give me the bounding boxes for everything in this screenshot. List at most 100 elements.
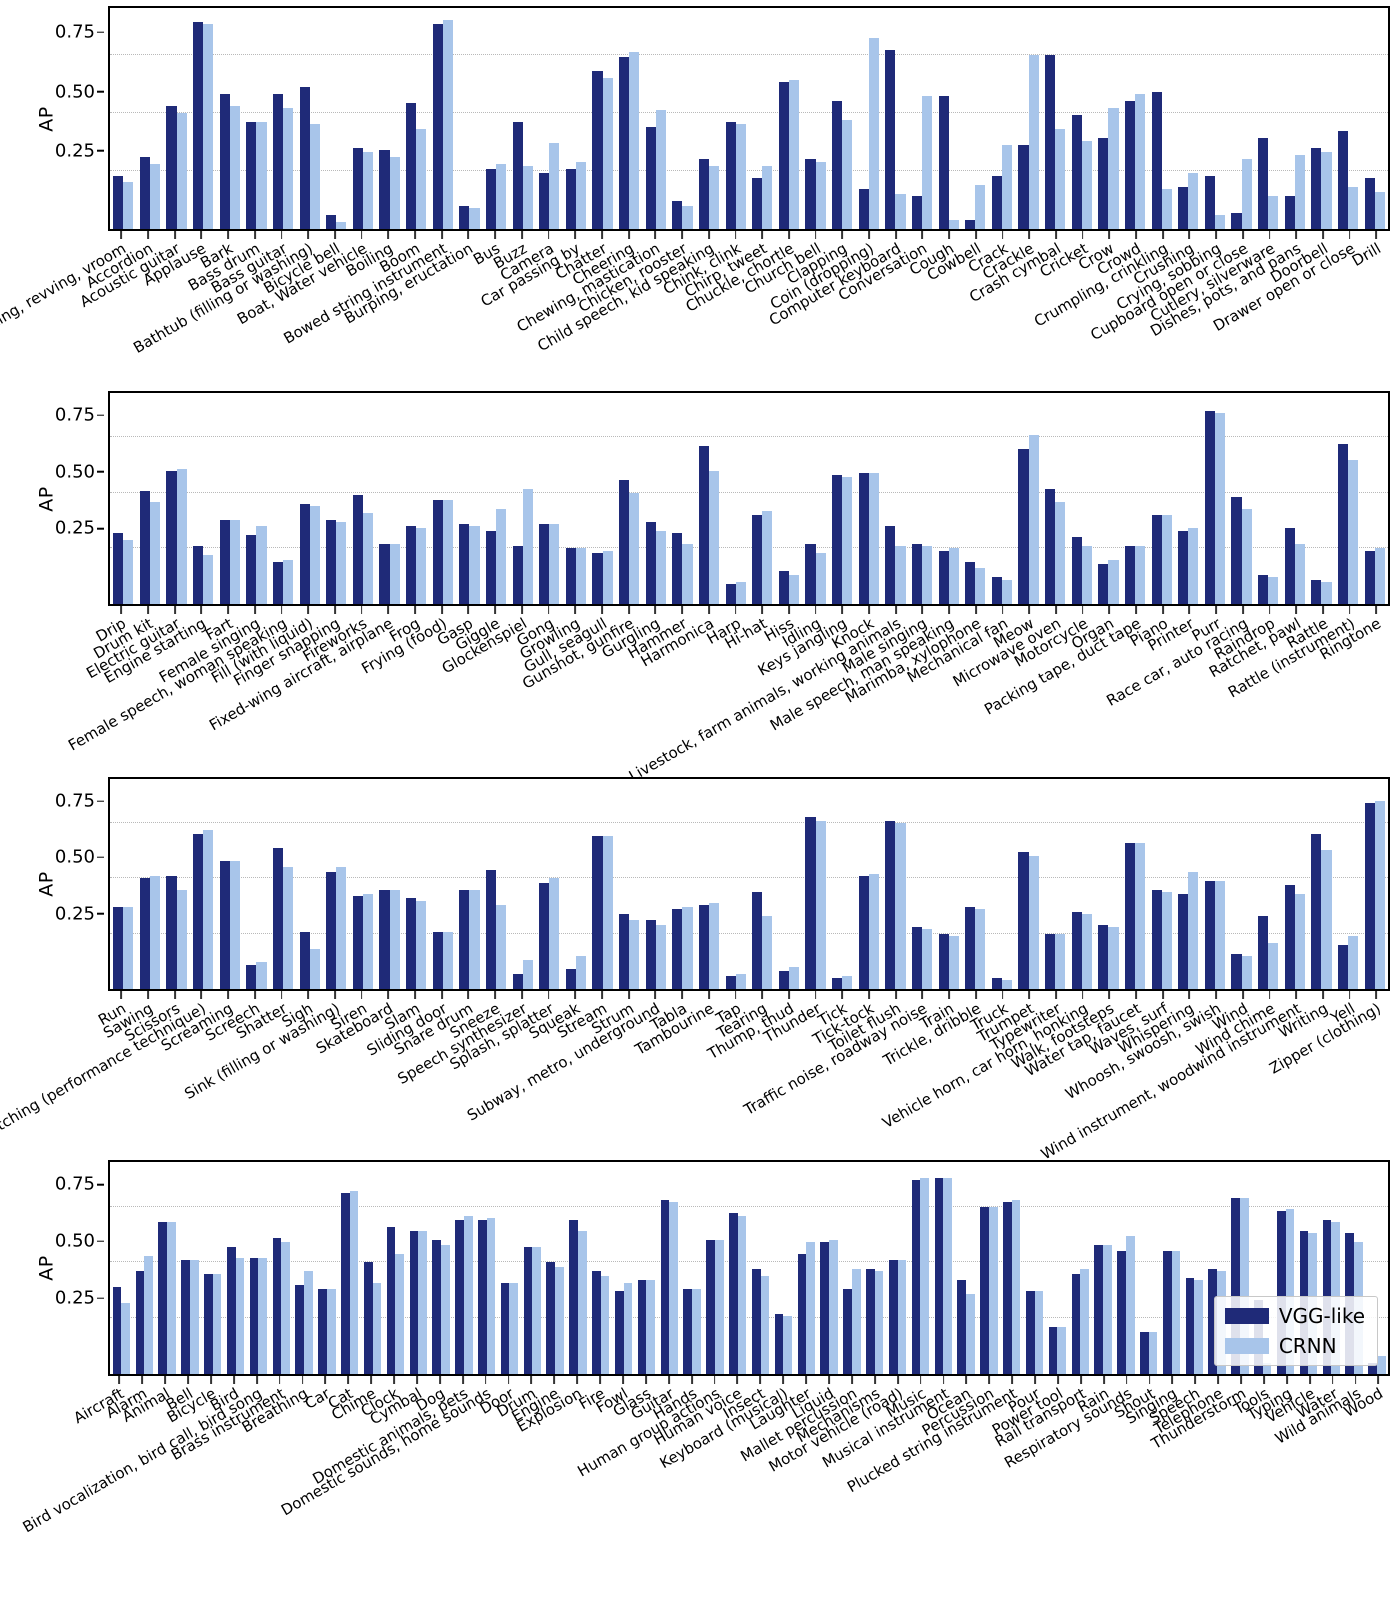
bar-vgg-like: [965, 219, 976, 229]
x-tick: [909, 991, 936, 1000]
bar-group: [563, 8, 590, 229]
x-tick: [642, 231, 669, 240]
bar-group: [567, 1162, 590, 1374]
bar-vgg-like: [1045, 488, 1056, 604]
bar-crnn: [281, 1242, 290, 1374]
x-tick-mark-icon: [120, 606, 123, 614]
bar-crnn: [167, 1222, 176, 1374]
bar-vgg-like: [139, 490, 150, 604]
x-tick-mark-icon: [347, 1376, 350, 1384]
bar-vgg-like: [113, 532, 124, 604]
x-tick: [722, 606, 749, 615]
bar-group: [1361, 779, 1388, 989]
x-tick: [188, 991, 215, 1000]
x-tick: [963, 231, 990, 240]
bar-crnn: [522, 166, 533, 229]
bar-vgg-like: [352, 896, 363, 989]
x-tick-mark-icon: [1240, 1376, 1242, 1384]
x-tick-mark-icon: [1375, 991, 1378, 999]
bar-crnn: [1055, 128, 1066, 229]
bar-vgg-like: [204, 1273, 213, 1374]
bar-vgg-like: [1231, 497, 1242, 604]
bar-crnn: [1028, 54, 1039, 229]
bar-crnn: [1376, 1356, 1386, 1374]
x-tick-mark-icon: [1375, 231, 1378, 239]
x-tick-mark-icon: [1028, 231, 1031, 239]
bar-vgg-like: [379, 889, 390, 989]
bar-vgg-like: [729, 1213, 738, 1374]
bar-vgg-like: [778, 971, 789, 989]
bar-group: [137, 779, 164, 989]
panel-3-y-tick-label: 0.50: [55, 847, 104, 868]
bar-crnn: [762, 510, 773, 604]
x-tick-mark-icon: [393, 1376, 396, 1384]
x-tick: [749, 991, 776, 1000]
bar-group: [1282, 8, 1309, 229]
bar-crnn: [629, 920, 640, 989]
bar-crnn: [709, 166, 720, 229]
x-tick-mark-icon: [360, 231, 363, 239]
bar-vgg-like: [1151, 889, 1162, 989]
x-tick: [1203, 606, 1230, 615]
bar-group: [350, 8, 377, 229]
bar-crnn: [682, 205, 693, 229]
x-tick-mark-icon: [439, 1376, 441, 1384]
x-tick-mark-icon: [1108, 606, 1111, 614]
x-tick: [482, 606, 509, 615]
bar-group: [1148, 393, 1175, 604]
bar-group: [1228, 393, 1255, 604]
x-tick-mark-icon: [301, 1376, 304, 1384]
x-tick-mark-icon: [1001, 231, 1004, 239]
x-tick: [695, 991, 722, 1000]
x-tick-mark-icon: [253, 606, 256, 614]
x-tick-mark-icon: [200, 606, 203, 614]
x-tick: [1123, 991, 1150, 1000]
bar-crnn: [304, 1271, 313, 1374]
bar-group: [1228, 779, 1255, 989]
bar-crnn: [1321, 152, 1332, 229]
bar-vgg-like: [1071, 115, 1082, 229]
bar-crnn: [602, 836, 613, 989]
x-tick: [1176, 991, 1203, 1000]
bar-group: [1069, 779, 1096, 989]
bar-crnn: [416, 128, 427, 229]
x-tick: [615, 606, 642, 615]
x-tick: [535, 991, 562, 1000]
bar-crnn: [395, 1253, 405, 1374]
bar-crnn: [522, 488, 533, 604]
panel-4: AP 0.25 0.50 0.75 VGG-like CRNN Aircraf: [0, 1160, 1396, 1536]
x-tick: [348, 231, 375, 240]
x-tick: [1310, 231, 1337, 240]
bar-crnn: [149, 876, 161, 989]
bar-vgg-like: [911, 196, 923, 229]
bar-crnn: [788, 966, 800, 989]
x-tick-mark-icon: [1215, 231, 1218, 239]
x-tick-mark-icon: [1215, 991, 1218, 999]
x-tick: [695, 231, 722, 240]
x-tick-mark-icon: [707, 991, 710, 999]
x-tick-mark-icon: [868, 991, 870, 999]
x-tick: [882, 231, 909, 240]
bar-crnn: [229, 519, 240, 604]
bar-group: [1183, 1162, 1206, 1374]
bar-group: [1042, 8, 1069, 229]
bar-vgg-like: [406, 526, 417, 604]
bar-vgg-like: [249, 1257, 259, 1374]
bar-crnn: [258, 1257, 268, 1374]
bar-vgg-like: [485, 168, 497, 229]
bar-crnn: [235, 1257, 245, 1374]
x-tick: [856, 606, 883, 615]
bar-group: [156, 1162, 179, 1374]
x-tick: [215, 991, 242, 1000]
x-tick: [402, 606, 429, 615]
x-tick: [1069, 991, 1096, 1000]
bar-crnn: [709, 470, 720, 604]
x-tick-mark-icon: [253, 231, 256, 239]
bar-group: [1202, 779, 1229, 989]
x-tick: [348, 606, 375, 615]
bar-group: [658, 1162, 681, 1374]
bar-group: [456, 779, 483, 989]
x-tick-mark-icon: [627, 606, 630, 614]
bar-group: [1092, 1162, 1115, 1374]
bar-vgg-like: [752, 891, 763, 989]
